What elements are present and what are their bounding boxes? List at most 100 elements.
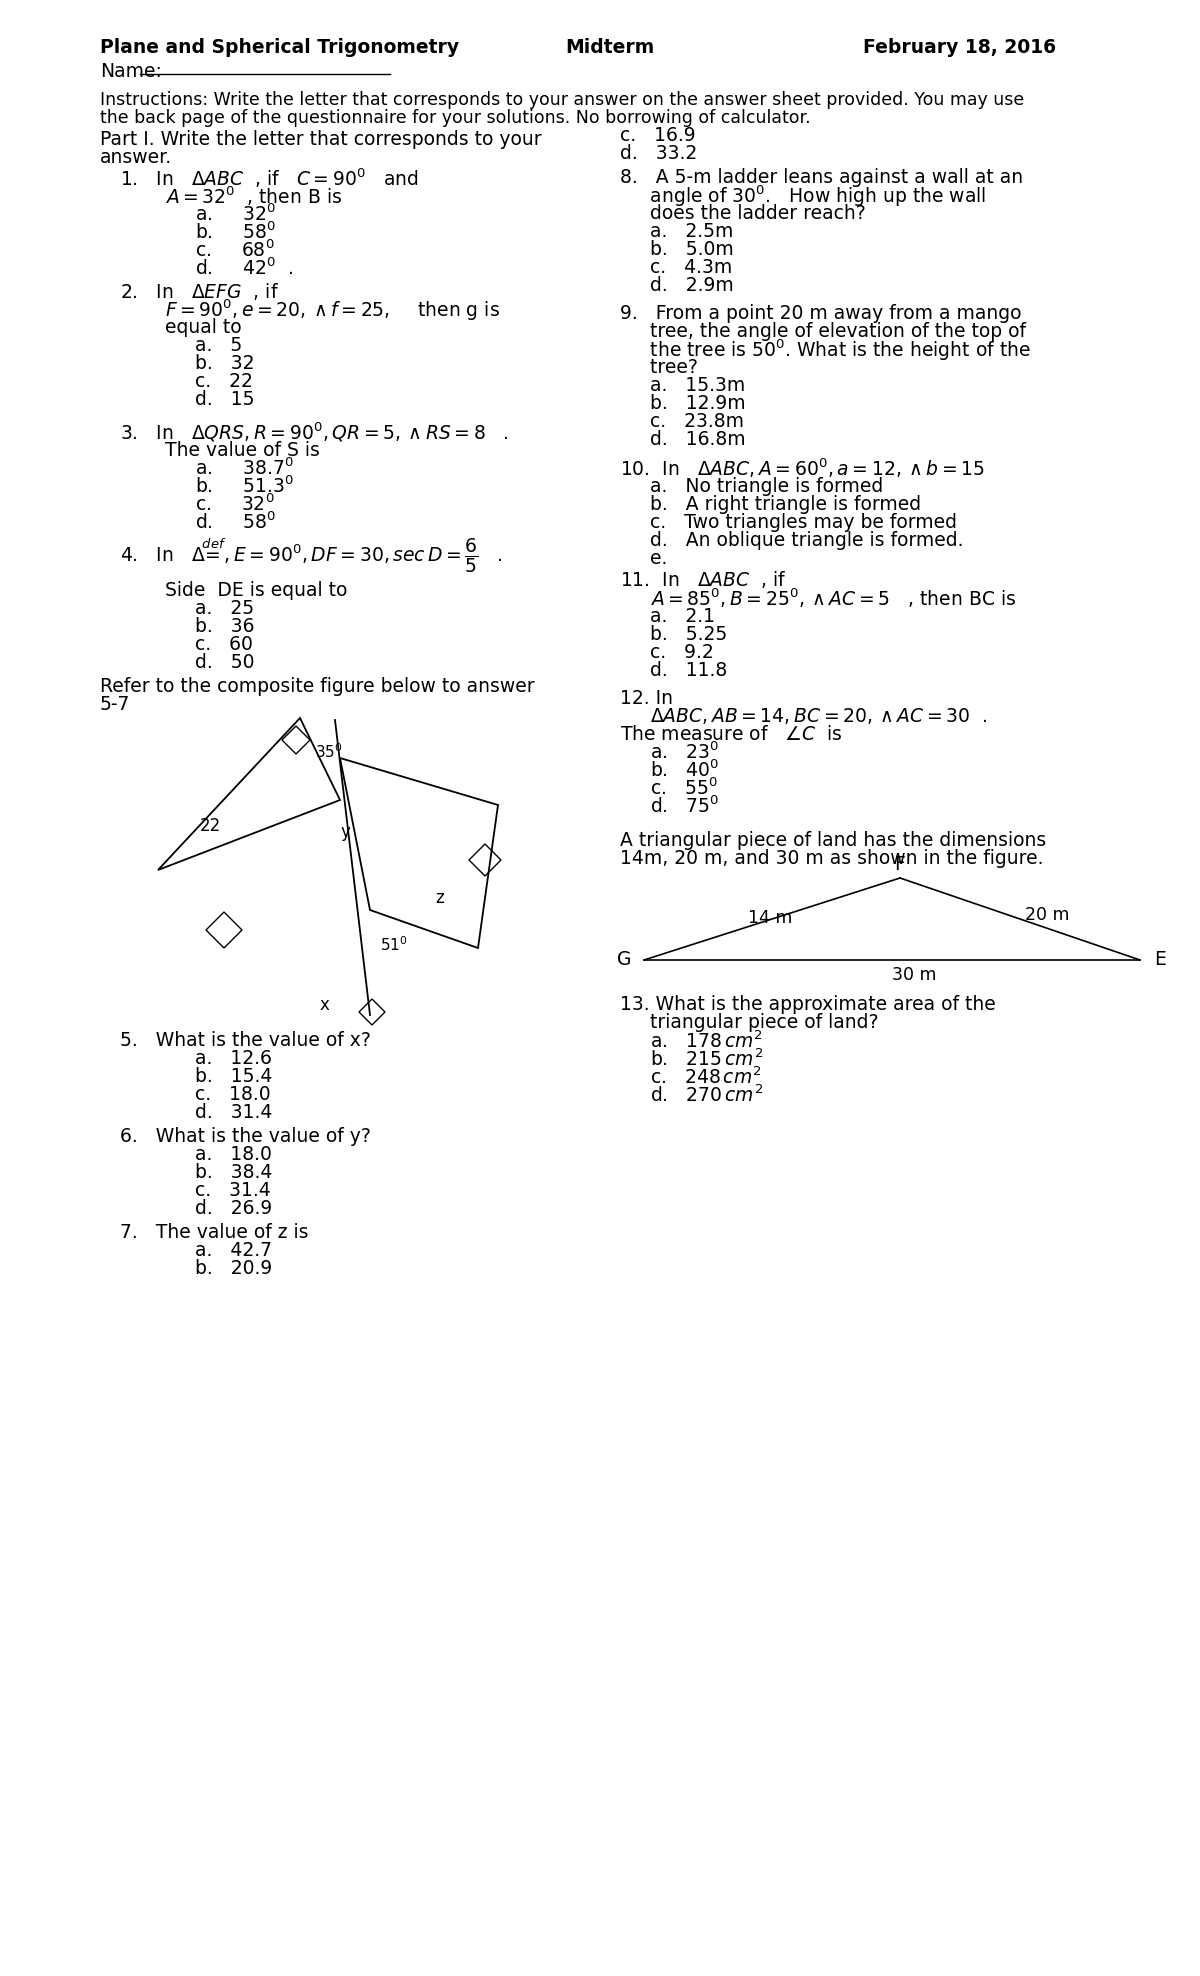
Text: does the ladder reach?: does the ladder reach? — [620, 204, 865, 223]
Text: 5-7: 5-7 — [100, 694, 131, 713]
Text: b.   12.9m: b. 12.9m — [650, 395, 745, 413]
Text: 9.   From a point 20 m away from a mango: 9. From a point 20 m away from a mango — [620, 304, 1021, 324]
Text: a.   42.7: a. 42.7 — [194, 1241, 272, 1259]
Text: Refer to the composite figure below to answer: Refer to the composite figure below to a… — [100, 676, 535, 696]
Text: d.   11.8: d. 11.8 — [650, 660, 727, 680]
Text: triangular piece of land?: triangular piece of land? — [650, 1014, 878, 1033]
Text: 5.   What is the value of x?: 5. What is the value of x? — [120, 1031, 371, 1049]
Text: Instructions: Write the letter that corresponds to your answer on the answer she: Instructions: Write the letter that corr… — [100, 91, 1025, 109]
Text: $35^0$: $35^0$ — [314, 743, 343, 761]
Text: y: y — [340, 822, 350, 842]
Text: F: F — [894, 854, 906, 873]
Text: c.   4.3m: c. 4.3m — [650, 259, 732, 277]
Text: 3.   In   $\Delta QRS, R=90^0, QR=5, \wedge RS=8$   .: 3. In $\Delta QRS, R=90^0, QR=5, \wedge … — [120, 421, 509, 445]
Text: c.   22: c. 22 — [194, 373, 253, 391]
Text: d.   $270\,cm^2$: d. $270\,cm^2$ — [650, 1085, 763, 1107]
Text: 30 m: 30 m — [892, 966, 936, 984]
Text: b.     $51.3^0$: b. $51.3^0$ — [194, 476, 294, 496]
Text: b.   15.4: b. 15.4 — [194, 1067, 272, 1085]
Text: b.   5.0m: b. 5.0m — [650, 241, 733, 259]
Text: Side  DE is equal to: Side DE is equal to — [166, 581, 347, 599]
Text: b.   32: b. 32 — [194, 354, 254, 373]
Text: 13. What is the approximate area of the: 13. What is the approximate area of the — [620, 996, 996, 1014]
Text: d.   2.9m: d. 2.9m — [650, 277, 733, 296]
Text: tree?: tree? — [620, 358, 698, 377]
Text: a.   $23^0$: a. $23^0$ — [650, 741, 719, 763]
Text: x: x — [320, 996, 330, 1014]
Text: 10.  In   $\Delta ABC, A=60^0, a=12, \wedge b=15$: 10. In $\Delta ABC, A=60^0, a=12, \wedge… — [620, 456, 985, 480]
Text: d.   50: d. 50 — [194, 652, 254, 672]
Text: c.   Two triangles may be formed: c. Two triangles may be formed — [650, 512, 958, 532]
Text: a.   2.5m: a. 2.5m — [650, 223, 733, 241]
Text: 14 m: 14 m — [748, 909, 792, 927]
Text: angle of $30^0$.   How high up the wall: angle of $30^0$. How high up the wall — [620, 184, 986, 209]
Text: 22: 22 — [200, 816, 221, 836]
Text: c.   $248\,cm^2$: c. $248\,cm^2$ — [650, 1067, 762, 1087]
Text: the tree is $50^0$. What is the height of the: the tree is $50^0$. What is the height o… — [620, 338, 1031, 364]
Text: equal to: equal to — [166, 318, 241, 338]
Text: a.   15.3m: a. 15.3m — [650, 377, 745, 395]
Text: 6.   What is the value of y?: 6. What is the value of y? — [120, 1126, 371, 1146]
Text: b.   36: b. 36 — [194, 617, 254, 636]
Text: 4.   In   $\Delta\!\overset{def}{=}, E=90^0, DF=30, sec\,D=\dfrac{6}{5}$   .: 4. In $\Delta\!\overset{def}{=}, E=90^0,… — [120, 537, 503, 575]
Text: 8.   A 5-m ladder leans against a wall at an: 8. A 5-m ladder leans against a wall at … — [620, 168, 1024, 188]
Text: e.: e. — [650, 549, 667, 567]
Text: c.   9.2: c. 9.2 — [650, 642, 714, 662]
Text: Plane and Spherical Trigonometry: Plane and Spherical Trigonometry — [101, 38, 460, 57]
Text: d.   31.4: d. 31.4 — [194, 1103, 272, 1122]
Text: a.   12.6: a. 12.6 — [194, 1049, 272, 1067]
Text: d.   $75^0$: d. $75^0$ — [650, 794, 719, 816]
Text: c.     $32^0$: c. $32^0$ — [194, 494, 275, 516]
Text: d.   An oblique triangle is formed.: d. An oblique triangle is formed. — [650, 530, 964, 549]
Text: a.   2.1: a. 2.1 — [650, 607, 715, 626]
Text: b.   $215\,cm^2$: b. $215\,cm^2$ — [650, 1047, 763, 1069]
Text: tree, the angle of elevation of the top of: tree, the angle of elevation of the top … — [620, 322, 1026, 342]
Text: Part I. Write the letter that corresponds to your: Part I. Write the letter that correspond… — [100, 130, 541, 150]
Text: 1.   In   $\Delta ABC$  , if   $C=90^0$   and: 1. In $\Delta ABC$ , if $C=90^0$ and — [120, 166, 419, 190]
Text: a.   5: a. 5 — [194, 336, 242, 356]
Text: c.   16.9: c. 16.9 — [620, 126, 696, 146]
Text: E: E — [1154, 950, 1166, 970]
Text: c.   60: c. 60 — [194, 634, 253, 654]
Text: a.   No triangle is formed: a. No triangle is formed — [650, 476, 883, 496]
Text: February 18, 2016: February 18, 2016 — [864, 38, 1056, 57]
Text: $\Delta ABC, AB=14, BC=20, \wedge AC=30$  .: $\Delta ABC, AB=14, BC=20, \wedge AC=30$… — [650, 705, 988, 725]
Text: b.   $40^0$: b. $40^0$ — [650, 759, 719, 781]
Text: 7.   The value of z is: 7. The value of z is — [120, 1223, 308, 1241]
Text: $F=90^0, e=20, \wedge f=25,$    then g is: $F=90^0, e=20, \wedge f=25,$ then g is — [166, 296, 500, 322]
Text: 11.  In   $\Delta ABC$  , if: 11. In $\Delta ABC$ , if — [620, 569, 786, 591]
Text: d.     $42^0$  .: d. $42^0$ . — [194, 257, 294, 279]
Text: 20 m: 20 m — [1025, 907, 1069, 925]
Text: b.   A right triangle is formed: b. A right triangle is formed — [650, 494, 922, 514]
Text: b.   20.9: b. 20.9 — [194, 1259, 272, 1278]
Text: c.   $55^0$: c. $55^0$ — [650, 777, 718, 798]
Text: answer.: answer. — [100, 148, 172, 168]
Text: Midterm: Midterm — [565, 38, 655, 57]
Text: $A=85^0, B=25^0, \wedge AC=5$   , then BC is: $A=85^0, B=25^0, \wedge AC=5$ , then BC … — [650, 587, 1016, 611]
Text: A triangular piece of land has the dimensions: A triangular piece of land has the dimen… — [620, 830, 1046, 850]
Text: b.     $58^0$: b. $58^0$ — [194, 221, 276, 243]
Text: c.   31.4: c. 31.4 — [194, 1180, 271, 1199]
Text: d.   16.8m: d. 16.8m — [650, 431, 745, 449]
Text: $A=32^0$  , then B is: $A=32^0$ , then B is — [166, 184, 342, 207]
Text: G: G — [617, 950, 631, 970]
Text: z: z — [436, 889, 444, 907]
Text: c.     $68^0$: c. $68^0$ — [194, 239, 275, 261]
Text: a.   25: a. 25 — [194, 599, 254, 617]
Text: a.   18.0: a. 18.0 — [194, 1144, 272, 1164]
Text: d.   15: d. 15 — [194, 391, 254, 409]
Text: d.   26.9: d. 26.9 — [194, 1199, 272, 1217]
Text: 14m, 20 m, and 30 m as shown in the figure.: 14m, 20 m, and 30 m as shown in the figu… — [620, 848, 1044, 867]
Text: d.   33.2: d. 33.2 — [620, 144, 697, 164]
Text: 2.   In   $\Delta EFG$  , if: 2. In $\Delta EFG$ , if — [120, 281, 278, 302]
Text: c.   23.8m: c. 23.8m — [650, 413, 744, 431]
Text: a.     $38.7^0$: a. $38.7^0$ — [194, 456, 294, 478]
Text: b.   5.25: b. 5.25 — [650, 624, 727, 644]
Text: d.     $58^0$: d. $58^0$ — [194, 512, 276, 534]
Text: b.   38.4: b. 38.4 — [194, 1162, 272, 1182]
Text: a.   $178\,cm^2$: a. $178\,cm^2$ — [650, 1029, 763, 1051]
Text: c.   18.0: c. 18.0 — [194, 1085, 271, 1103]
Text: The measure of   $\angle C$  is: The measure of $\angle C$ is — [620, 725, 842, 743]
Text: $51^0$: $51^0$ — [380, 937, 408, 954]
Text: 12. In: 12. In — [620, 688, 673, 707]
